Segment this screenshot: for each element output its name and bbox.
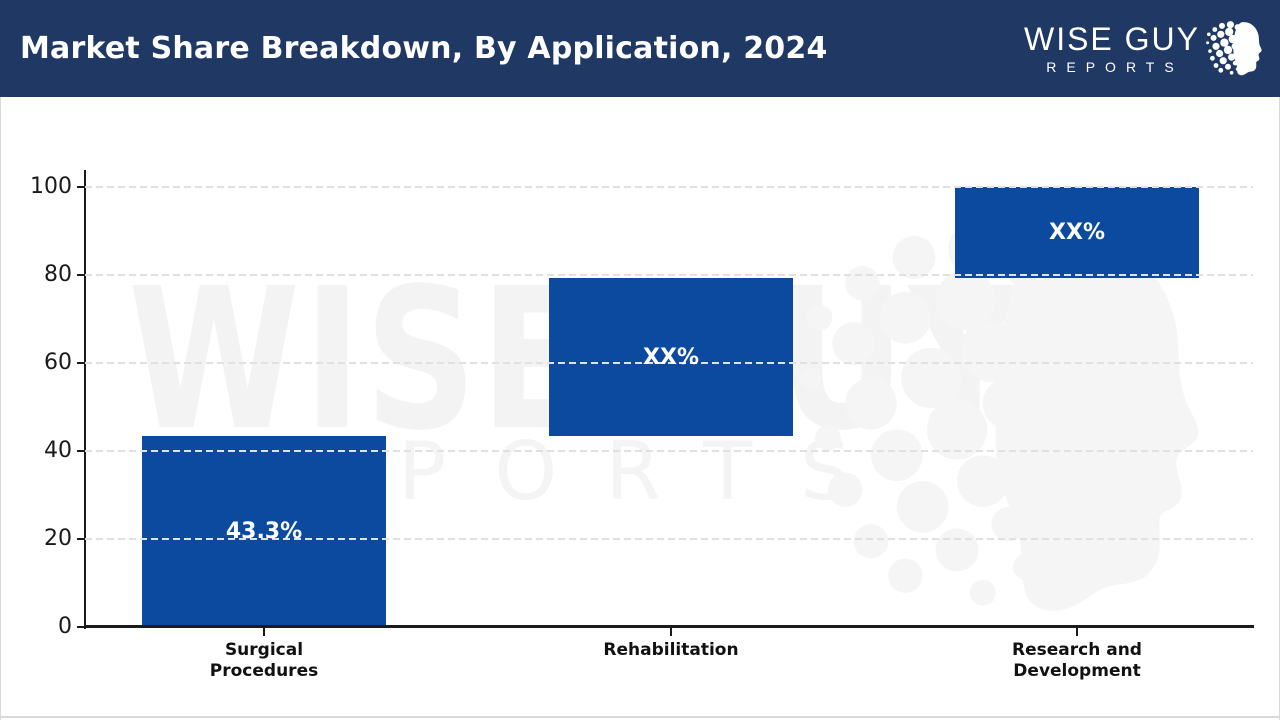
y-tick-mark: [77, 626, 85, 628]
y-tick-mark: [77, 274, 85, 276]
y-tick-label: 20: [44, 526, 72, 551]
header-bar: Market Share Breakdown, By Application, …: [0, 0, 1280, 97]
x-category-label: Surgical Procedures: [209, 640, 319, 681]
x-tick-mark: [1076, 628, 1078, 636]
logo-subtext: REPORTS: [1046, 58, 1184, 75]
y-tick-mark: [77, 362, 85, 364]
bar-value-label: XX%: [643, 344, 699, 370]
logo-face-icon: [1206, 20, 1262, 75]
bar-value-label: 43.3%: [225, 519, 303, 545]
x-category-label: Rehabilitation: [603, 640, 739, 660]
gridline-y-100: [85, 186, 1253, 188]
logo-wordmark: WISE GUY: [1023, 20, 1200, 57]
gridline-y-60: [85, 362, 1253, 364]
y-tick-label: 0: [58, 614, 72, 639]
y-tick-label: 60: [44, 350, 72, 375]
x-tick-mark: [263, 628, 265, 636]
y-axis: [84, 170, 86, 629]
bar-segment-3: [955, 187, 1199, 279]
y-tick-label: 80: [44, 262, 72, 287]
y-tick-label: 40: [44, 438, 72, 463]
x-tick-mark: [670, 628, 672, 636]
wise-guy-reports-logo: WISE GUY REPORTS: [1024, 7, 1264, 91]
y-tick-mark: [77, 538, 85, 540]
gridline-y-40: [85, 450, 1253, 452]
x-category-label: Research and Development: [1012, 640, 1142, 681]
bar-value-label: XX%: [1049, 220, 1105, 246]
gridline-y-80: [85, 274, 1253, 276]
logo-text: WISE GUY REPORTS: [1024, 23, 1200, 75]
bottom-divider: [0, 716, 1280, 718]
y-tick-label: 100: [30, 174, 72, 199]
x-axis: [84, 625, 1254, 628]
chart-title: Market Share Breakdown, By Application, …: [20, 31, 828, 66]
left-edge-rule: [0, 97, 1, 720]
y-tick-mark: [77, 186, 85, 188]
gridline-y-20: [85, 538, 1253, 540]
bar-segment-1: [142, 436, 386, 627]
bar-segment-2: [549, 278, 793, 437]
y-tick-mark: [77, 450, 85, 452]
